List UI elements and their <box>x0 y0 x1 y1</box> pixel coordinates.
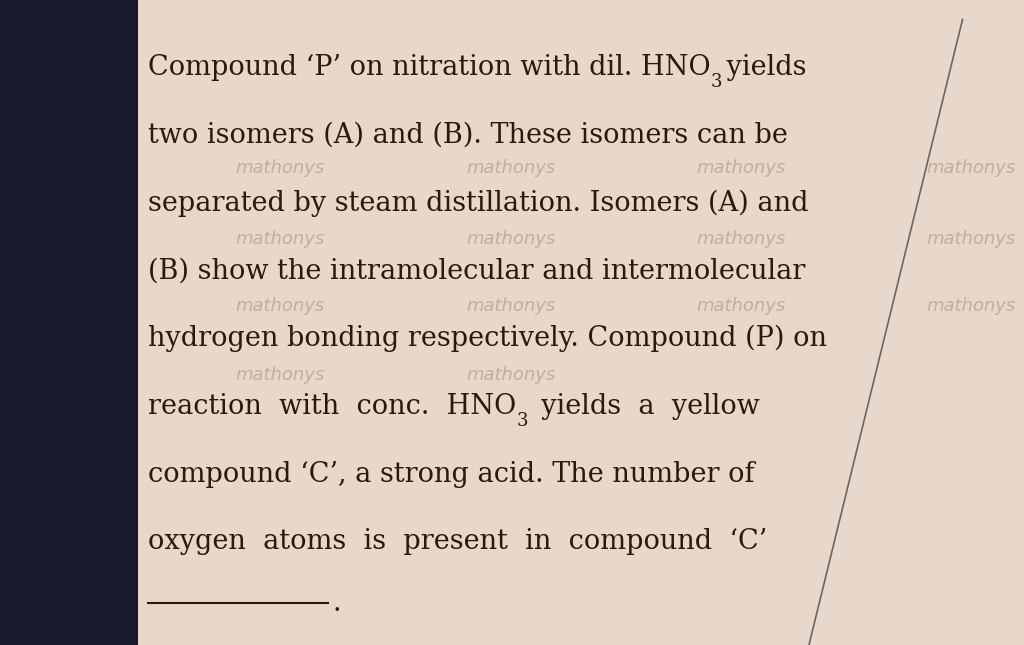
Text: yields: yields <box>718 54 807 81</box>
Text: mathonys: mathonys <box>466 366 555 384</box>
Text: reaction  with  conc.  HNO: reaction with conc. HNO <box>148 393 517 420</box>
Text: (B) show the intramolecular and intermolecular: (B) show the intramolecular and intermol… <box>148 257 806 284</box>
Text: two isomers (A) and (B). These isomers can be: two isomers (A) and (B). These isomers c… <box>148 122 788 149</box>
Text: mathonys: mathonys <box>696 297 785 315</box>
Text: mathonys: mathonys <box>466 230 555 248</box>
Text: mathonys: mathonys <box>236 230 325 248</box>
Text: .: . <box>333 590 341 617</box>
Text: mathonys: mathonys <box>236 159 325 177</box>
Text: mathonys: mathonys <box>236 366 325 384</box>
Text: oxygen  atoms  is  present  in  compound  ‘C’: oxygen atoms is present in compound ‘C’ <box>148 528 768 555</box>
Text: mathonys: mathonys <box>466 159 555 177</box>
Text: mathonys: mathonys <box>466 297 555 315</box>
Text: mathonys: mathonys <box>927 230 1016 248</box>
Text: compound ‘C’, a strong acid. The number of: compound ‘C’, a strong acid. The number … <box>148 461 755 488</box>
Text: separated by steam distillation. Isomers (A) and: separated by steam distillation. Isomers… <box>148 190 809 217</box>
Text: mathonys: mathonys <box>696 159 785 177</box>
Text: mathonys: mathonys <box>696 230 785 248</box>
Text: mathonys: mathonys <box>927 159 1016 177</box>
Text: yields  a  yellow: yields a yellow <box>524 393 760 420</box>
Text: Compound ‘P’ on nitration with dil. HNO: Compound ‘P’ on nitration with dil. HNO <box>148 54 711 81</box>
Bar <box>0 0 138 645</box>
Text: mathonys: mathonys <box>927 297 1016 315</box>
Text: hydrogen bonding respectively. Compound (P) on: hydrogen bonding respectively. Compound … <box>148 325 827 352</box>
Text: 3: 3 <box>711 73 723 91</box>
Text: 3: 3 <box>517 412 528 430</box>
Text: mathonys: mathonys <box>236 297 325 315</box>
